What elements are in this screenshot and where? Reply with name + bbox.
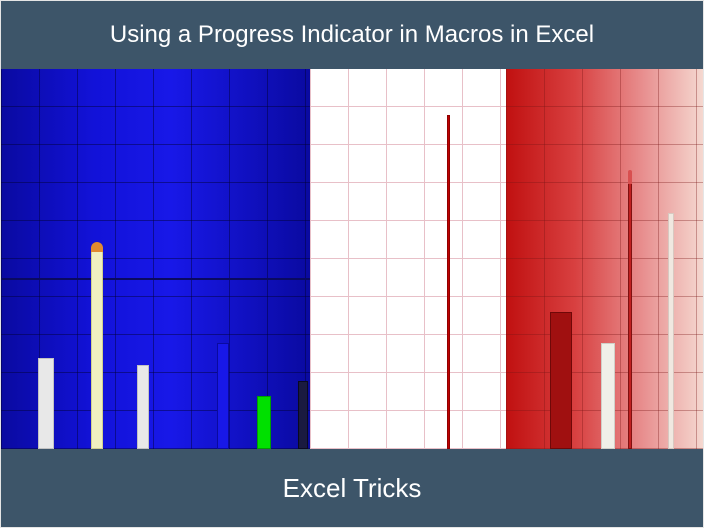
bar	[298, 381, 308, 449]
h-line	[1, 278, 310, 280]
bar	[91, 251, 103, 449]
footer-title: Excel Tricks	[283, 473, 422, 504]
header-title: Using a Progress Indicator in Macros in …	[110, 21, 594, 49]
bar	[550, 312, 572, 449]
bar-cap	[91, 242, 103, 252]
bar	[137, 365, 149, 449]
bar	[257, 396, 271, 449]
panel-2	[506, 69, 703, 449]
bar-cap	[628, 170, 632, 184]
infographic-card: Using a Progress Indicator in Macros in …	[0, 0, 704, 528]
bar	[38, 358, 54, 449]
bar	[601, 343, 615, 449]
bar	[628, 183, 632, 449]
panel-0	[1, 69, 310, 449]
content-area	[1, 69, 703, 449]
header-bar: Using a Progress Indicator in Macros in …	[1, 1, 703, 69]
bar	[447, 115, 450, 449]
panel-1	[310, 69, 507, 449]
bar	[668, 213, 674, 449]
bar	[217, 343, 229, 449]
grid-overlay	[310, 69, 507, 449]
footer-bar: Excel Tricks	[1, 449, 703, 527]
